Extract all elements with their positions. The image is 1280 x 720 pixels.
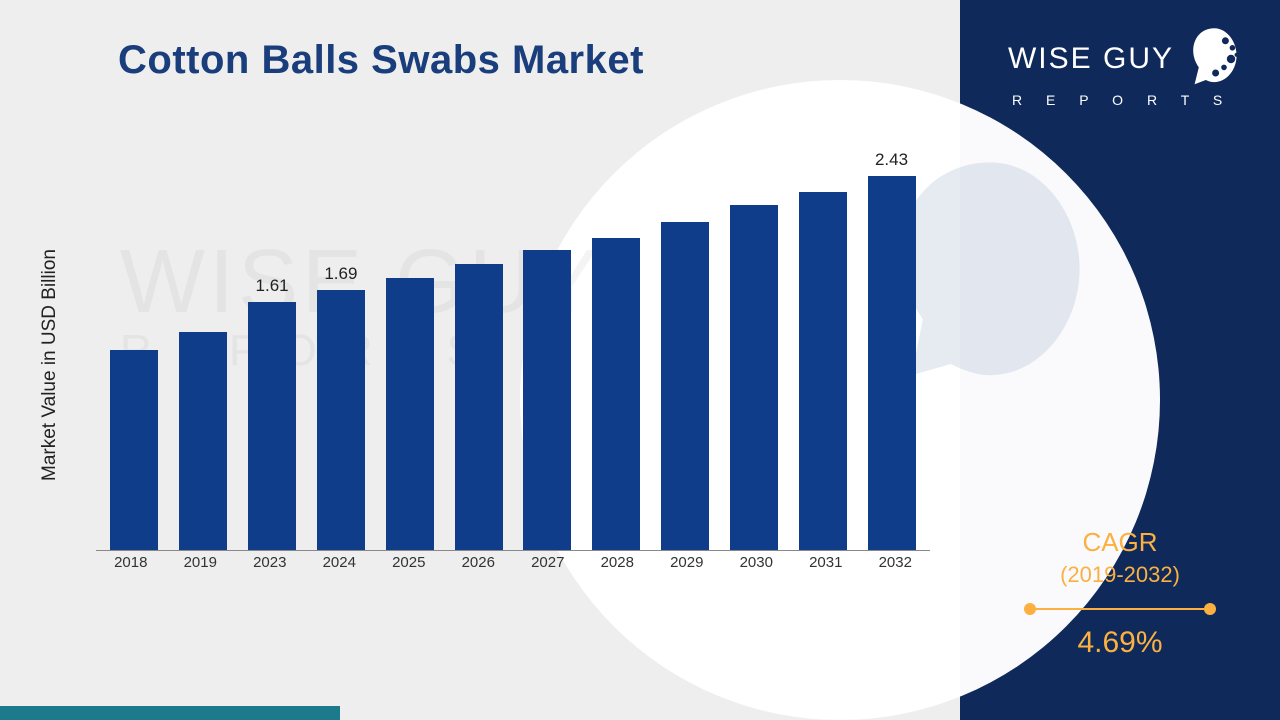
- bar-rect: [868, 176, 916, 550]
- bar-2023: 1.61: [241, 276, 303, 550]
- brand-logo: WISE GUY R E P O R T S: [1008, 24, 1252, 108]
- bar-2028: [585, 212, 647, 550]
- x-axis-line: [96, 550, 930, 551]
- bar-value-label: 2.43: [875, 150, 908, 170]
- x-label: 2024: [308, 554, 370, 571]
- bar-rect: [386, 278, 434, 550]
- bar-rect: [661, 222, 709, 550]
- bar-2030: [723, 179, 785, 550]
- bar-chart: Market Value in USD Billion 1.611.692.43…: [60, 150, 930, 580]
- bar-2029: [654, 196, 716, 550]
- bar-rect: [523, 250, 571, 550]
- x-label: 2032: [864, 554, 926, 571]
- chart-plot: 1.61 1.69 2.43: [96, 150, 930, 550]
- bar-2019: [172, 306, 234, 550]
- x-label: 2031: [795, 554, 857, 571]
- cagr-title: CAGR: [1000, 527, 1240, 558]
- bar-2026: [448, 238, 510, 550]
- x-label: 2019: [169, 554, 231, 571]
- bar-2025: [379, 252, 441, 550]
- cagr-range: (2019-2032): [1000, 562, 1240, 588]
- x-label: 2026: [447, 554, 509, 571]
- bar-rect: [455, 264, 503, 550]
- x-label: 2018: [100, 554, 162, 571]
- x-labels-row: 2018 2019 2023 2024 2025 2026 2027 2028 2029 2030…: [96, 554, 930, 571]
- cagr-value: 4.69%: [1000, 626, 1240, 660]
- x-label: 2029: [656, 554, 718, 571]
- x-label: 2027: [517, 554, 579, 571]
- logo-main-text: WISE GUY: [1008, 42, 1174, 76]
- bar-rect: [730, 205, 778, 550]
- bar-value-label: 1.61: [256, 276, 289, 296]
- bar-2031: [792, 166, 854, 550]
- bars-container: 1.61 1.69 2.43: [96, 150, 930, 550]
- bar-rect: [110, 350, 158, 550]
- bar-2027: [516, 224, 578, 550]
- logo-sub-text: R E P O R T S: [1012, 92, 1252, 108]
- y-axis-label: Market Value in USD Billion: [39, 249, 61, 481]
- x-label: 2025: [378, 554, 440, 571]
- logo-head-icon: [1182, 24, 1252, 94]
- cagr-divider: [1030, 608, 1210, 610]
- x-label: 2028: [586, 554, 648, 571]
- bar-rect: [799, 192, 847, 550]
- bar-2018: [103, 324, 165, 550]
- bar-2032: 2.43: [861, 150, 923, 550]
- bar-rect: [592, 238, 640, 550]
- bar-2024: 1.69: [310, 264, 372, 550]
- bar-rect: [317, 290, 365, 550]
- page-root: WISE GUY REPORTS Cotton Balls Swabs Mark…: [0, 0, 1280, 720]
- bar-rect: [179, 332, 227, 550]
- bar-value-label: 1.69: [324, 264, 357, 284]
- cagr-block: CAGR (2019-2032) 4.69%: [1000, 527, 1240, 660]
- x-label: 2030: [725, 554, 787, 571]
- x-label: 2023: [239, 554, 301, 571]
- page-title: Cotton Balls Swabs Market: [118, 38, 644, 83]
- bar-rect: [248, 302, 296, 550]
- bottom-accent-bar: [0, 706, 340, 720]
